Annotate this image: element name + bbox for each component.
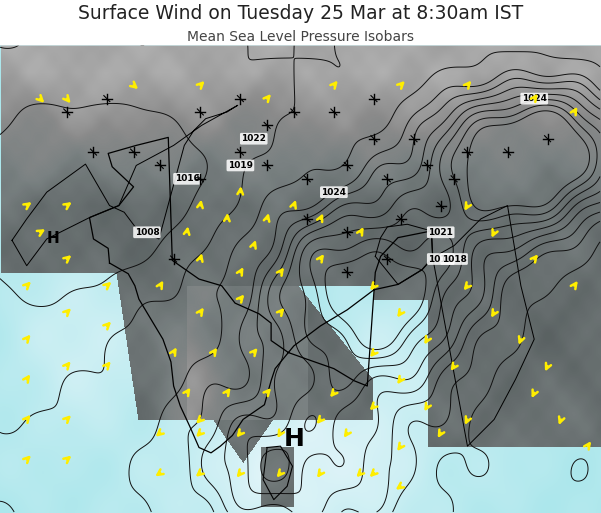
Text: H: H [47,231,59,246]
Text: H: H [284,427,304,451]
Text: 1022: 1022 [242,134,266,143]
Text: Surface Wind on Tuesday 25 Mar at 8:30am IST: Surface Wind on Tuesday 25 Mar at 8:30am… [78,4,523,23]
Text: 1016: 1016 [174,174,200,183]
Text: 1008: 1008 [135,228,159,237]
Text: 1016: 1016 [429,254,453,264]
Text: 1024: 1024 [322,188,346,196]
Text: Mean Sea Level Pressure Isobars: Mean Sea Level Pressure Isobars [187,30,414,44]
Text: 1018: 1018 [442,254,466,264]
Text: 1021: 1021 [429,228,453,237]
Text: 1024: 1024 [522,94,547,103]
Text: 1019: 1019 [228,161,253,170]
